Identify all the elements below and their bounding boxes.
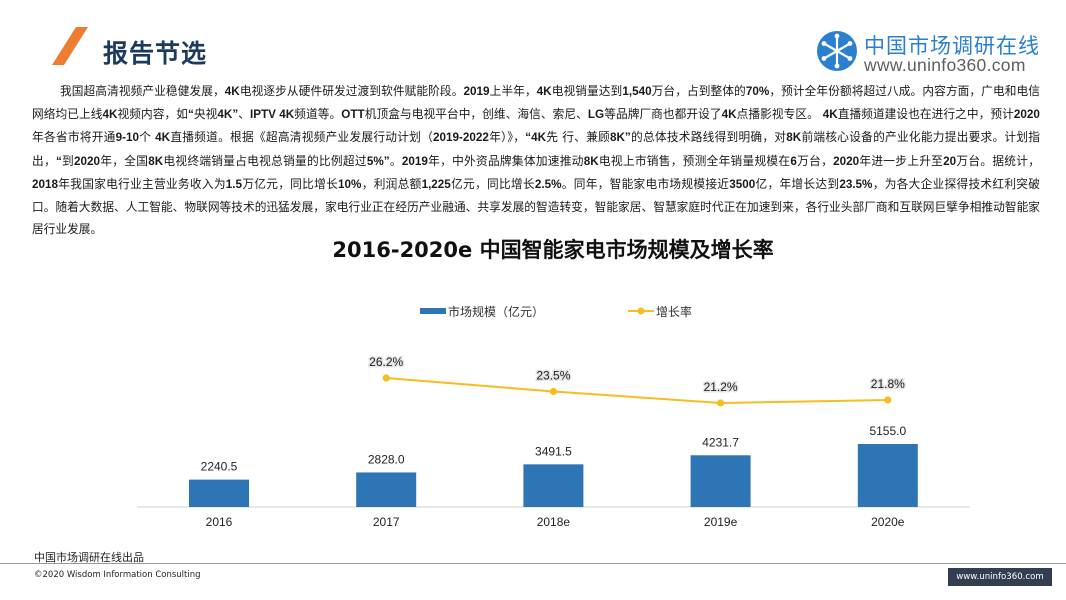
brand-logo: 中国市场调研在线 www.uninfo360.com (816, 28, 1046, 76)
footer-copyright: ©2020 Wisdom Information Consulting (34, 570, 201, 580)
growth-rate-line (386, 377, 888, 405)
growth-point-2017 (382, 374, 390, 382)
legend-bar-swatch (420, 308, 446, 314)
accent-slash-icon (52, 27, 88, 65)
x-tick-label: 2016 (206, 515, 233, 529)
bar-value-label: 4231.7 (702, 435, 739, 449)
growth-value-label: 23.5% (536, 369, 570, 383)
bar-2019e (690, 455, 751, 507)
x-tick-label: 2017 (373, 515, 400, 529)
page-title: 报告节选 (103, 39, 208, 68)
bar-2020e (857, 444, 918, 507)
growth-value-label: 21.8% (871, 377, 905, 391)
bar-2018e (523, 464, 584, 507)
chart-title: 2016-2020e 中国智能家电市场规模及增长率 (332, 238, 773, 262)
market-chart: 2016-2020e 中国智能家电市场规模及增长率 市场规模（亿元） 增长率 2… (137, 238, 970, 529)
growth-point-2018e (549, 387, 558, 396)
x-tick-label: 2018e (537, 515, 571, 529)
chart-legend: 市场规模（亿元） 增长率 (420, 304, 692, 319)
snowflake-logo-icon (817, 31, 857, 71)
legend-line-label: 增长率 (656, 304, 692, 319)
bar-value-label: 5155.0 (869, 424, 906, 438)
bar-value-label: 2240.5 (201, 460, 238, 474)
legend-bar-label: 市场规模（亿元） (448, 304, 544, 319)
bar-2017 (356, 472, 417, 507)
footer-producer: 中国市场调研在线出品 (34, 551, 144, 564)
x-tick-label: 2020e (871, 515, 905, 529)
legend-line-marker (637, 307, 645, 315)
report-paragraph: 我国超高清视频产业稳健发展，4K电视逐步从硬件研发过渡到软件赋能阶段。2019上… (32, 84, 1040, 237)
growth-point-2019e (717, 399, 725, 407)
footer-divider (0, 563, 1066, 564)
bar-2016 (189, 479, 249, 507)
growth-value-label: 26.2% (369, 355, 403, 369)
growth-point-2020e (884, 396, 892, 404)
x-tick-label: 2019e (704, 515, 738, 529)
logo-name-cn: 中国市场调研在线 (864, 34, 1040, 58)
growth-value-label: 21.2% (704, 380, 738, 394)
logo-url: www.uninfo360.com (864, 55, 1026, 75)
footer-url-badge[interactable]: www.uninfo360.com (948, 568, 1052, 586)
bar-value-label: 3491.5 (535, 444, 572, 458)
bar-value-label: 2828.0 (368, 452, 405, 466)
